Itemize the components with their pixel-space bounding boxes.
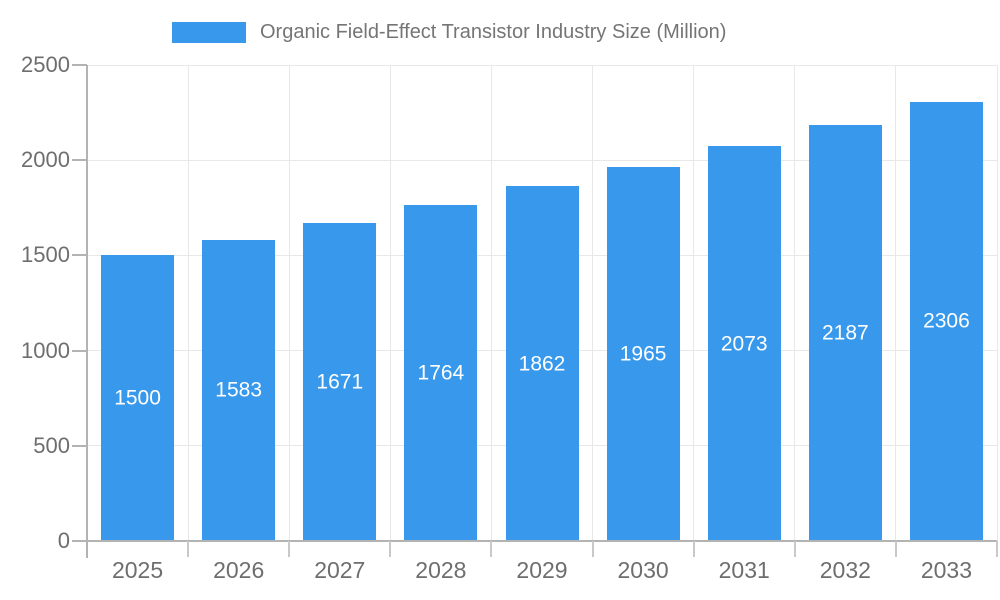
bar-value-label: 2187 [821, 321, 869, 345]
x-axis-line [72, 540, 997, 542]
x-axis-label: 2031 [718, 557, 770, 583]
bar-2028[interactable] [404, 205, 478, 541]
bar-value-label: 1583 [215, 378, 263, 402]
x-axis-tick [490, 541, 493, 557]
x-axis-tick [389, 541, 392, 557]
gridline-vertical [895, 65, 897, 541]
y-axis-tick [72, 349, 87, 352]
y-axis-label: 2000 [21, 147, 70, 173]
x-axis-tick [894, 541, 897, 557]
gridline-vertical [187, 65, 189, 541]
y-axis-tick [72, 540, 87, 542]
y-axis-label: 500 [33, 432, 70, 458]
bar-2026[interactable] [202, 239, 276, 541]
y-axis-label: 2500 [21, 52, 70, 77]
y-axis-line [86, 65, 88, 558]
bar-value-label: 1764 [417, 361, 465, 385]
x-axis-tick [793, 541, 796, 557]
legend-label: Organic Field-Effect Transistor Industry… [260, 21, 727, 43]
legend-swatch-icon [172, 22, 246, 43]
gridline-vertical [693, 65, 695, 541]
gridline-vertical [592, 65, 594, 541]
x-axis-label: 2027 [314, 557, 366, 583]
x-axis-tick [591, 541, 594, 557]
x-axis-label: 2028 [415, 557, 467, 583]
bar-2032[interactable] [808, 124, 882, 541]
gridline-vertical [996, 65, 998, 541]
bar-2031[interactable] [707, 146, 781, 541]
bar-2025[interactable] [101, 255, 175, 541]
gridline-horizontal [87, 64, 997, 66]
bar-value-label: 1500 [114, 386, 161, 410]
bar-2030[interactable] [606, 166, 680, 541]
y-axis-tick [72, 444, 87, 447]
y-axis-label: 0 [57, 528, 70, 553]
y-axis-tick [72, 64, 87, 66]
bar-2029[interactable] [505, 186, 579, 541]
gridline-vertical [288, 65, 290, 541]
gridline-vertical [794, 65, 796, 541]
bar-value-label: 2073 [720, 332, 768, 356]
x-axis-tick [996, 541, 998, 557]
x-axis-tick [288, 541, 291, 557]
y-axis-label: 1500 [21, 242, 70, 268]
y-axis-label: 1000 [21, 337, 70, 363]
y-axis-tick [72, 254, 87, 257]
gridline-vertical [490, 65, 492, 541]
x-axis-label: 2032 [819, 557, 871, 583]
x-axis-label: 2033 [920, 557, 973, 583]
gridline-vertical [389, 65, 391, 541]
bar-value-label: 1671 [316, 370, 364, 394]
x-axis-label: 2025 [111, 557, 164, 583]
bar-value-label: 1862 [518, 352, 566, 376]
legend[interactable]: Organic Field-Effect Transistor Industry… [172, 22, 726, 43]
x-axis-label: 2030 [617, 557, 669, 583]
bar-value-label: 2306 [923, 309, 970, 333]
gridline-horizontal [87, 159, 997, 161]
x-axis-tick [692, 541, 695, 557]
bar-2027[interactable] [303, 222, 377, 541]
x-axis-label: 2026 [213, 557, 265, 583]
bar-value-label: 1965 [619, 342, 667, 366]
x-axis-label: 2029 [516, 557, 568, 583]
bar-2033[interactable] [909, 101, 983, 541]
y-axis-tick [72, 159, 87, 162]
x-axis-tick [187, 541, 190, 557]
